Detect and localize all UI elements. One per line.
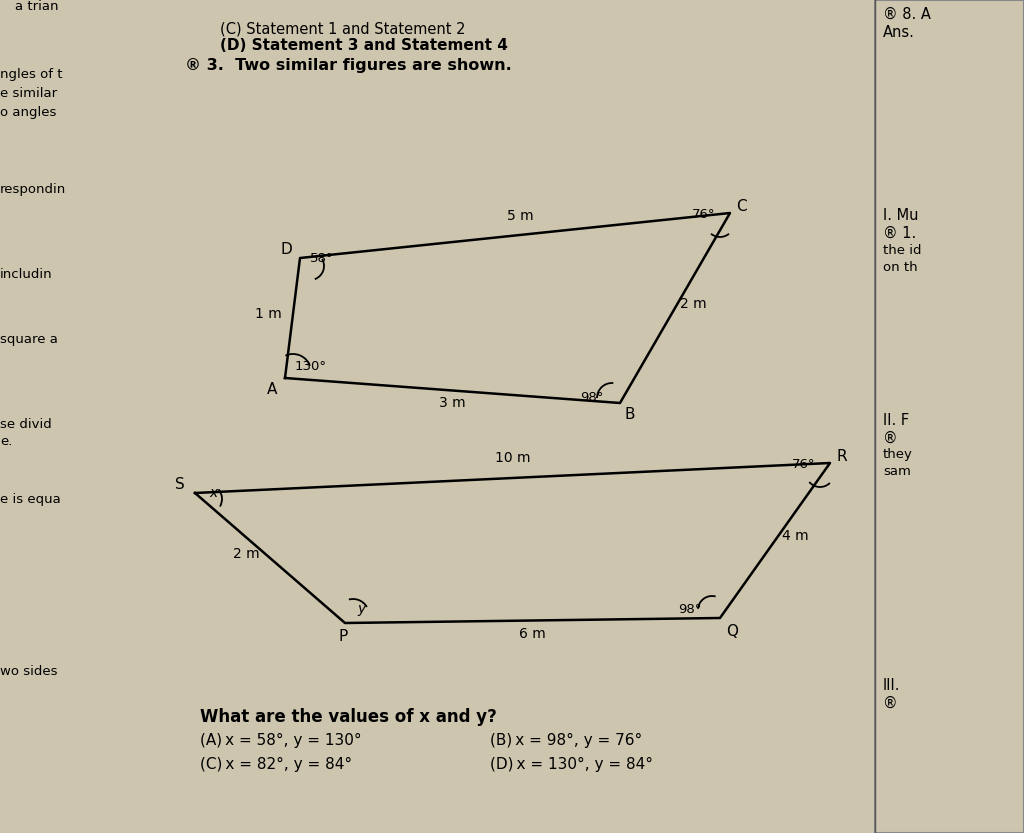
Text: on th: on th [883, 261, 918, 274]
Text: (B) x = 98°, y = 76°: (B) x = 98°, y = 76° [490, 733, 642, 748]
Text: Ans.: Ans. [883, 25, 914, 40]
Text: square a: square a [0, 333, 58, 346]
Text: 2 m: 2 m [232, 547, 259, 561]
Text: y: y [357, 602, 366, 616]
Text: a trian: a trian [15, 0, 58, 13]
Text: 1 m: 1 m [255, 307, 282, 321]
Text: ® 3.  Two similar figures are shown.: ® 3. Two similar figures are shown. [185, 58, 512, 73]
Text: 130°: 130° [295, 360, 327, 373]
Text: respondin: respondin [0, 183, 67, 196]
Text: x: x [209, 486, 217, 500]
Text: ® 1.: ® 1. [883, 226, 916, 241]
Text: P: P [339, 629, 348, 644]
Text: (A) x = 58°, y = 130°: (A) x = 58°, y = 130° [200, 733, 361, 748]
Text: A: A [267, 382, 278, 397]
Text: o angles: o angles [0, 106, 56, 119]
Text: B: B [624, 407, 635, 422]
Text: What are the values of x and y?: What are the values of x and y? [200, 708, 497, 726]
Text: 76°: 76° [792, 458, 815, 471]
Text: (D) Statement 3 and Statement 4: (D) Statement 3 and Statement 4 [220, 38, 508, 53]
Text: D: D [280, 242, 292, 257]
Text: 98°: 98° [678, 603, 701, 616]
Text: II. F: II. F [883, 413, 909, 428]
Text: 58°: 58° [310, 252, 334, 265]
Text: III.: III. [883, 678, 900, 693]
Text: wo sides: wo sides [0, 665, 57, 678]
Text: 3 m: 3 m [439, 396, 466, 410]
Text: 4 m: 4 m [781, 530, 808, 543]
Text: e similar: e similar [0, 87, 57, 100]
Text: 10 m: 10 m [495, 451, 530, 465]
Text: 76°: 76° [692, 208, 716, 221]
Text: (D) x = 130°, y = 84°: (D) x = 130°, y = 84° [490, 757, 653, 772]
Text: S: S [175, 477, 184, 492]
Text: they: they [883, 448, 912, 461]
Text: the id: the id [883, 244, 922, 257]
Text: e is equa: e is equa [0, 493, 60, 506]
Text: 5 m: 5 m [507, 208, 534, 222]
Bar [874, 0, 1024, 833]
Text: 6 m: 6 m [519, 627, 546, 641]
Text: ®: ® [883, 696, 898, 711]
Text: (C) Statement 1 and Statement 2: (C) Statement 1 and Statement 2 [220, 21, 466, 36]
Text: (C) x = 82°, y = 84°: (C) x = 82°, y = 84° [200, 757, 352, 772]
Text: Q: Q [726, 624, 738, 639]
Text: 98°: 98° [580, 391, 603, 404]
Text: C: C [736, 199, 746, 214]
Text: 2 m: 2 m [680, 297, 707, 311]
Text: includin: includin [0, 268, 52, 281]
Text: ngles of t: ngles of t [0, 68, 62, 81]
Text: ®: ® [883, 431, 898, 446]
Text: sam: sam [883, 465, 911, 478]
Text: I. Mu: I. Mu [883, 208, 919, 223]
Text: ® 8. A: ® 8. A [883, 7, 931, 22]
Text: se divid: se divid [0, 418, 52, 431]
Text: e.: e. [0, 435, 12, 448]
Text: R: R [836, 449, 847, 464]
